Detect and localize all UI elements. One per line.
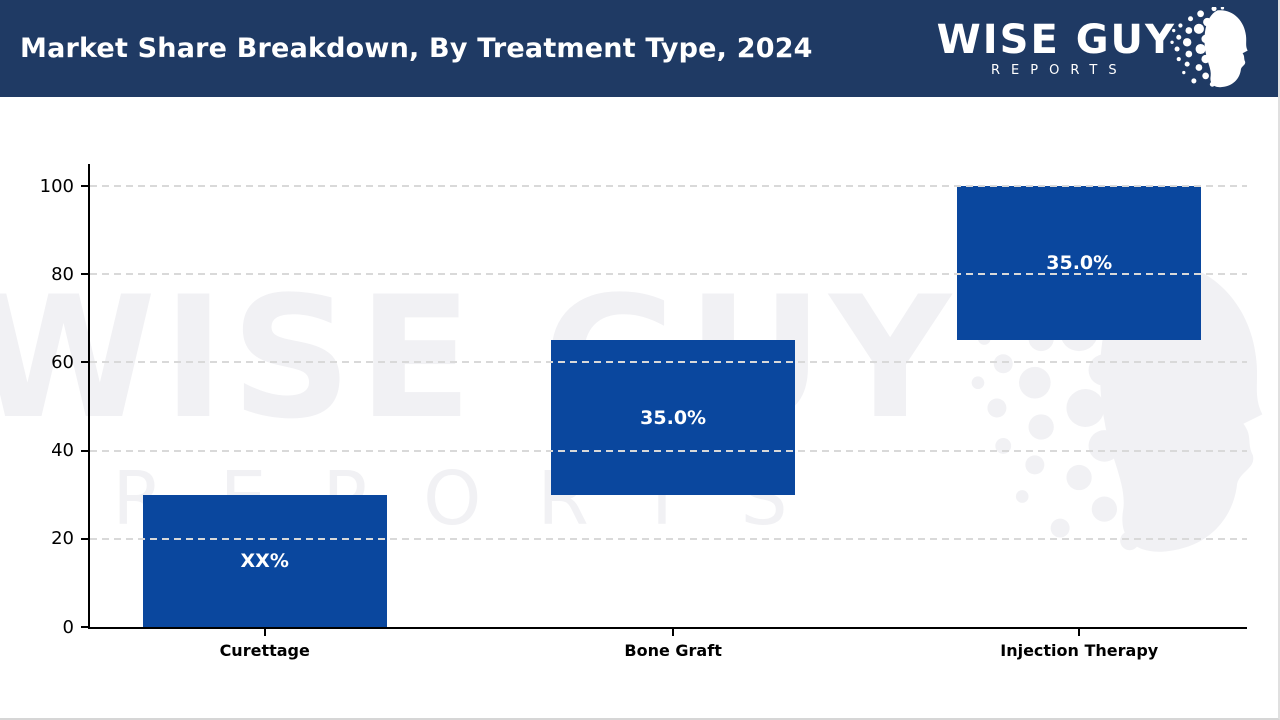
x-tick-label: Injection Therapy (1000, 641, 1159, 660)
y-tick-mark (81, 626, 88, 628)
wiseguy-logo: WISE GUY REPORTS (937, 6, 1268, 91)
y-tick-label: 20 (51, 528, 74, 550)
y-tick-label: 40 (51, 440, 74, 462)
x-tick-mark (263, 629, 266, 636)
x-tick-label: Curettage (219, 641, 310, 660)
gridline (90, 185, 1247, 188)
y-tick-mark (81, 273, 88, 276)
header: Market Share Breakdown, By Treatment Typ… (0, 0, 1278, 97)
bar-segment: XX% (142, 494, 387, 627)
chart-area: WISE GUY REPORTS 0 20 40 60 80 100 XX% Curettag… (0, 97, 1278, 718)
logo-wordmark: WISE GUY REPORTS (937, 20, 1176, 78)
y-tick-label: 80 (51, 263, 74, 285)
x-tick-mark (1078, 629, 1081, 636)
plot-area: 0 20 40 60 80 100 XX% Curettage 35.0% Bone Graft 3… (40, 164, 1247, 660)
logo-secondary-text: REPORTS (991, 62, 1128, 78)
y-tick-mark (81, 185, 88, 188)
y-tick-label: 60 (51, 352, 74, 374)
gridline (90, 273, 1247, 276)
bar-value-label: 35.0% (1046, 252, 1113, 275)
head-profile-dots-icon (1170, 6, 1248, 87)
bar-segment: 35.0% (551, 340, 796, 495)
bar-segment: 35.0% (957, 186, 1202, 341)
gridline (90, 361, 1247, 364)
bar-value-label: 35.0% (640, 406, 707, 429)
gridline (90, 449, 1247, 452)
chart-title: Market Share Breakdown, By Treatment Typ… (20, 33, 813, 64)
logo-primary-text: WISE GUY (936, 16, 1176, 63)
x-tick-label: Bone Graft (624, 641, 722, 660)
y-tick-label: 0 (62, 616, 74, 638)
y-tick-mark (81, 537, 88, 540)
y-tick-label: 100 (39, 175, 74, 197)
bar-value-label: XX% (240, 549, 289, 572)
x-tick-mark (672, 629, 675, 636)
y-tick-mark (81, 449, 88, 452)
y-tick-mark (81, 361, 88, 364)
gridline (90, 537, 1247, 540)
